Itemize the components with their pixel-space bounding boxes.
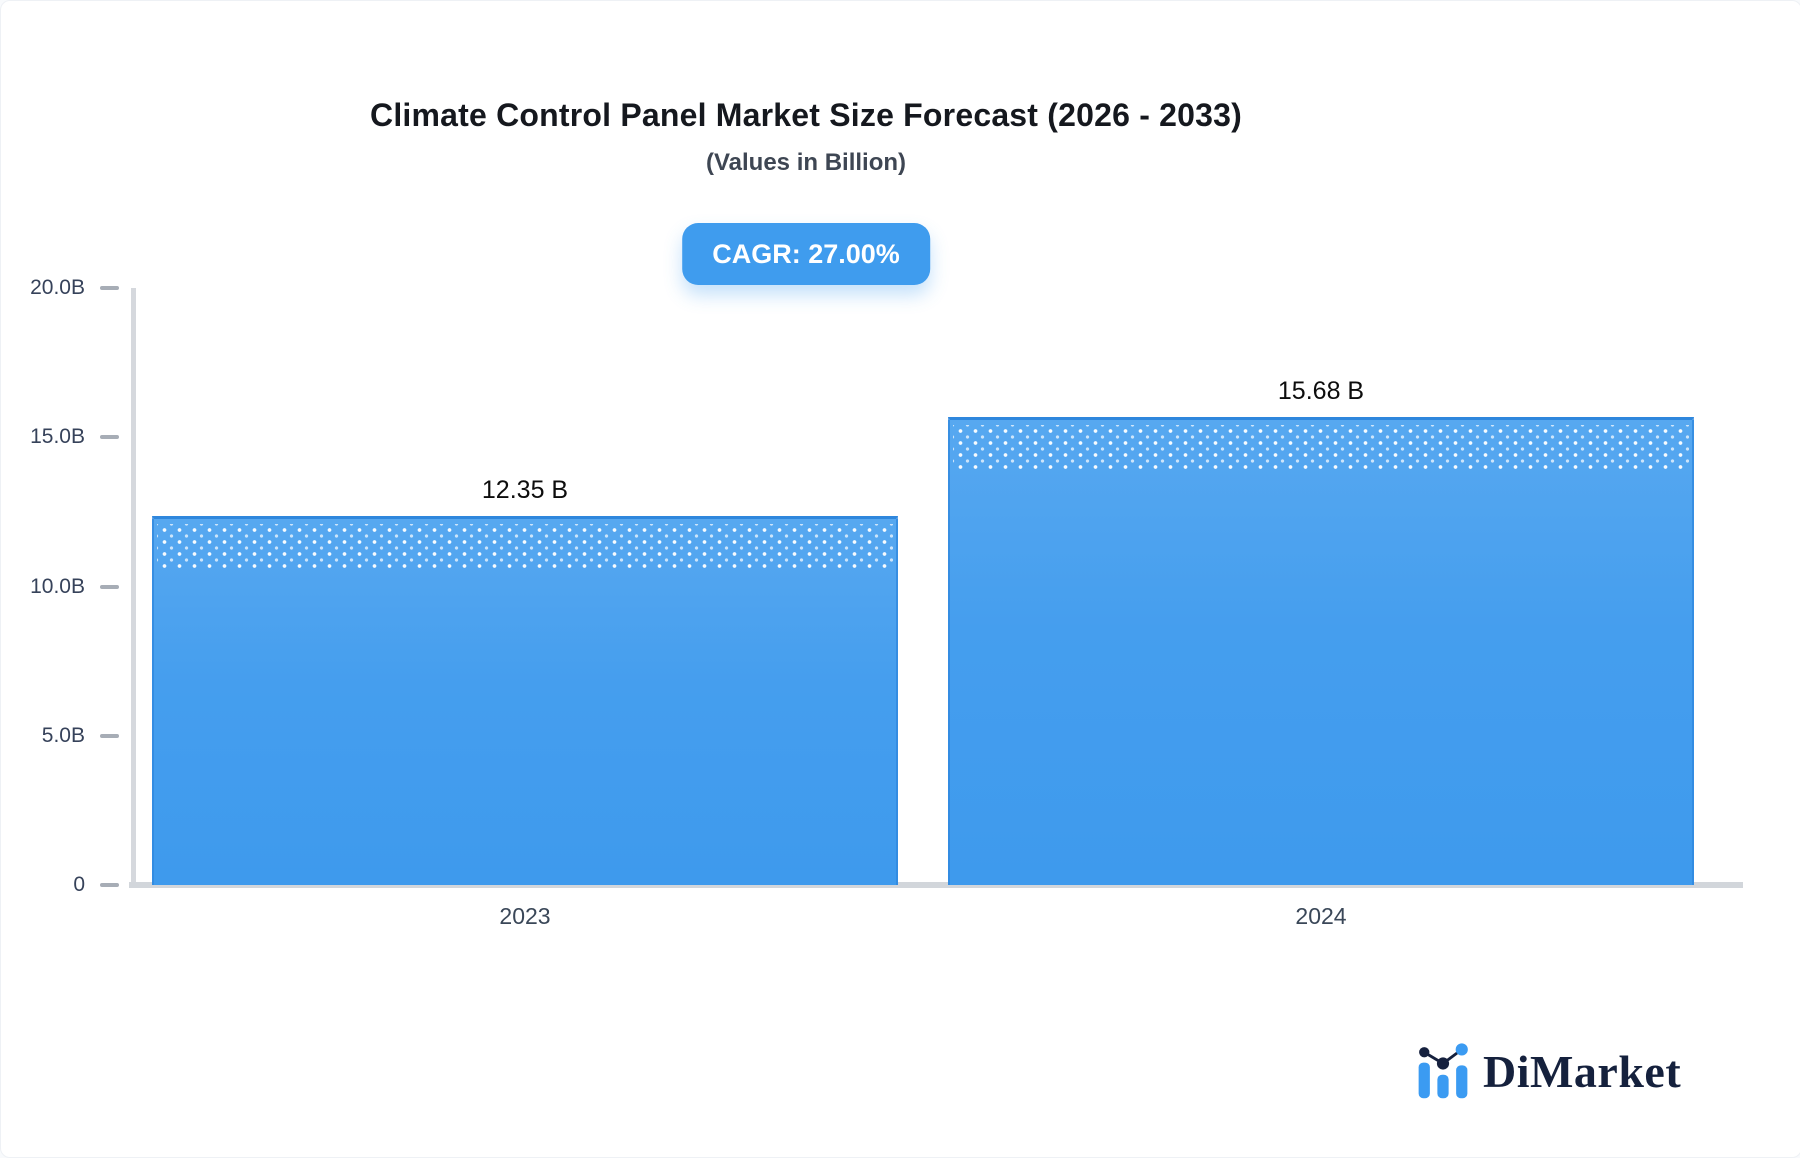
y-tick-label: 20.0B xyxy=(30,276,85,299)
y-tick-label: 10.0B xyxy=(30,574,85,598)
y-tick-mark xyxy=(100,584,119,589)
y-tick-mark xyxy=(100,435,119,440)
bar-2024 xyxy=(948,416,1694,885)
x-axis-line xyxy=(129,882,1743,888)
y-tick-mark xyxy=(100,883,119,887)
bar-value-label: 12.35 B xyxy=(481,476,569,505)
y-tick-label: 5.0B xyxy=(41,723,85,747)
cagr-badge: CAGR: 27.00% xyxy=(682,223,930,285)
chart-title: Climate Control Panel Market Size Foreca… xyxy=(370,97,1242,133)
y-tick-label: 0 xyxy=(73,873,85,896)
dimarket-logo-icon xyxy=(1418,1043,1468,1099)
y-axis-line xyxy=(131,288,136,885)
y-tick-mark xyxy=(100,733,119,738)
x-axis-label: 2023 xyxy=(499,903,551,929)
y-tick-label: 15.0B xyxy=(30,425,85,449)
brand-logo: DiMarket xyxy=(1413,1041,1681,1101)
brand-name: DiMarket xyxy=(1483,1045,1682,1097)
chart-subtitle: (Values in Billion) xyxy=(705,149,907,176)
x-axis-label: 2024 xyxy=(1295,903,1347,929)
bar-value-label: 15.68 B xyxy=(1277,376,1365,405)
y-tick-mark xyxy=(100,286,119,290)
bar-2023 xyxy=(152,516,898,885)
